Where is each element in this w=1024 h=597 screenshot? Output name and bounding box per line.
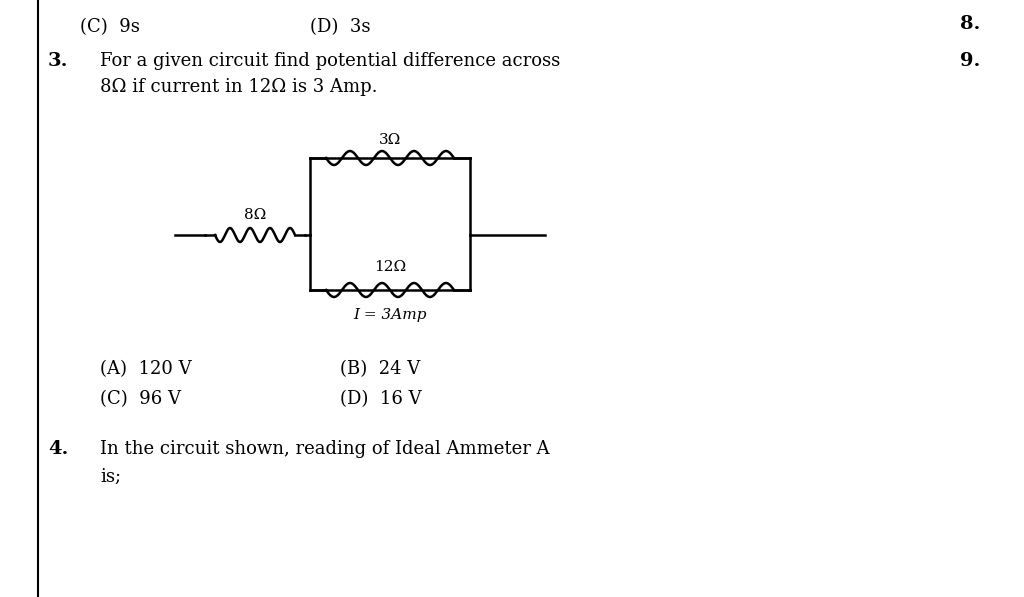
- Text: 8Ω if current in 12Ω is 3 Amp.: 8Ω if current in 12Ω is 3 Amp.: [100, 78, 378, 96]
- Text: 3.: 3.: [48, 52, 69, 70]
- Text: In the circuit shown, reading of Ideal Ammeter A: In the circuit shown, reading of Ideal A…: [100, 440, 550, 458]
- Text: 3Ω: 3Ω: [379, 133, 401, 147]
- Text: 12Ω: 12Ω: [374, 260, 407, 274]
- Text: (C)  96 V: (C) 96 V: [100, 390, 181, 408]
- Text: I = 3Amp: I = 3Amp: [353, 308, 427, 322]
- Text: (A)  120 V: (A) 120 V: [100, 360, 191, 378]
- Text: For a given circuit find potential difference across: For a given circuit find potential diffe…: [100, 52, 560, 70]
- Text: (D)  3s: (D) 3s: [310, 18, 371, 36]
- Text: 9.: 9.: [961, 52, 980, 70]
- Text: 4.: 4.: [48, 440, 69, 458]
- Text: (B)  24 V: (B) 24 V: [340, 360, 420, 378]
- Text: 8.: 8.: [961, 15, 980, 33]
- Text: (C)  9s: (C) 9s: [80, 18, 140, 36]
- Text: (D)  16 V: (D) 16 V: [340, 390, 422, 408]
- Text: is;: is;: [100, 468, 121, 486]
- Text: 8Ω: 8Ω: [244, 208, 266, 222]
